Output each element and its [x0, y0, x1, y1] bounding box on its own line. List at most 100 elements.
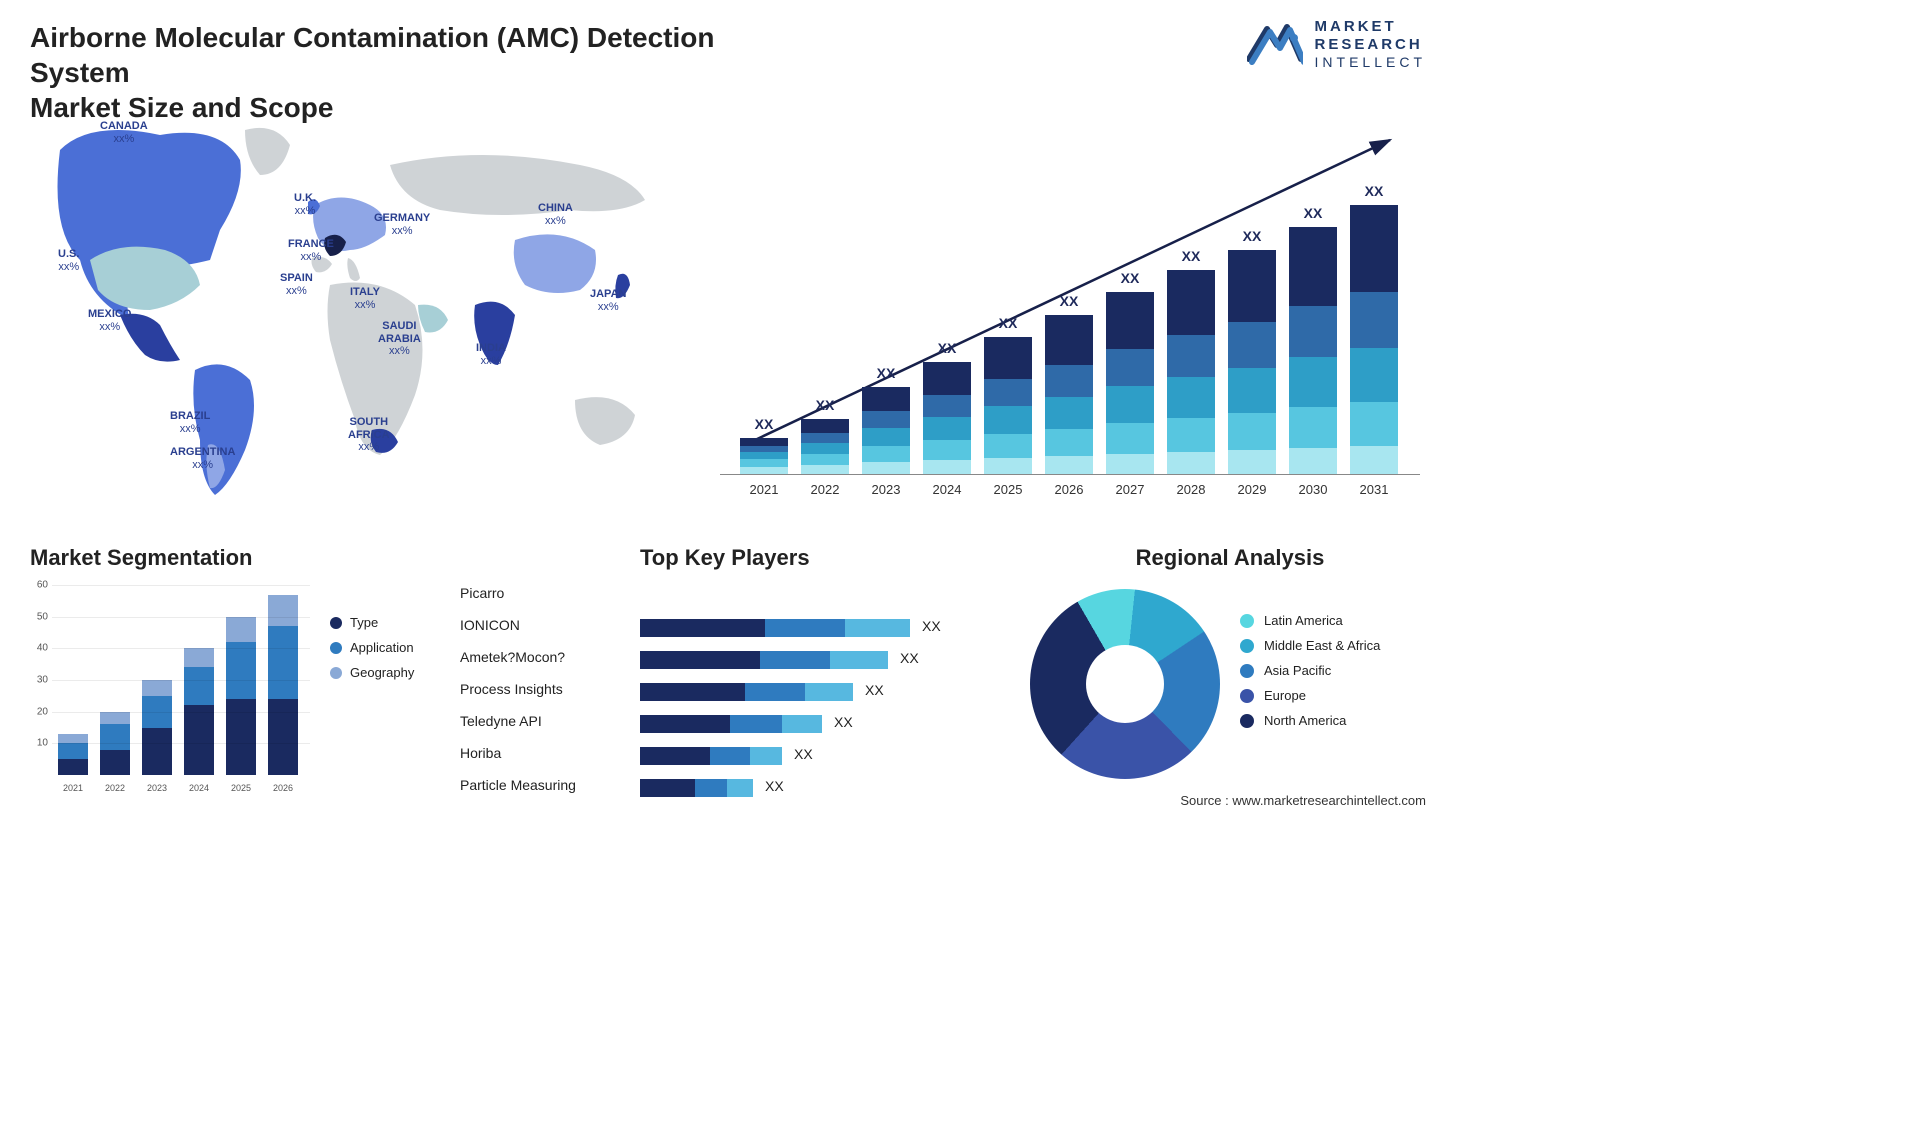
region-legend-label: Latin America — [1264, 613, 1343, 628]
bar-segment — [923, 417, 971, 440]
map-label: MEXICOxx% — [88, 308, 131, 333]
seg-bar-segment — [142, 680, 172, 696]
bar-segment — [1228, 368, 1276, 413]
x-axis-tick: 2029 — [1228, 482, 1276, 497]
main-bar: XX — [1228, 250, 1276, 475]
bar-top-label: XX — [984, 315, 1032, 331]
gridline — [52, 743, 310, 744]
bar-segment — [862, 446, 910, 462]
seg-x-tick: 2023 — [142, 783, 172, 793]
main-bar: XX — [740, 438, 788, 475]
main-bar: XX — [984, 337, 1032, 475]
bar-segment — [1228, 250, 1276, 322]
y-axis-tick: 30 — [30, 675, 48, 686]
region-legend-item: Middle East & Africa — [1240, 638, 1380, 653]
bar-segment — [1350, 348, 1398, 402]
logo-line-3: INTELLECT — [1315, 54, 1426, 71]
map-label: U.K.xx% — [294, 192, 316, 217]
bar-segment — [1106, 292, 1154, 349]
bar-segment — [923, 395, 971, 417]
region-legend-item: Asia Pacific — [1240, 663, 1380, 678]
player-bar-segment — [730, 715, 782, 733]
bar-segment — [1106, 349, 1154, 386]
bar-segment — [862, 387, 910, 411]
seg-bar-segment — [268, 699, 298, 775]
bar-segment — [1167, 270, 1215, 335]
bar-segment — [984, 337, 1032, 379]
bar-segment — [740, 459, 788, 467]
bar-segment — [1228, 322, 1276, 368]
source-attribution: Source : www.marketresearchintellect.com — [1180, 793, 1426, 808]
bar-top-label: XX — [1228, 228, 1276, 244]
seg-x-tick: 2024 — [184, 783, 214, 793]
logo-swoosh-icon — [1247, 21, 1303, 67]
main-bar: XX — [923, 362, 971, 475]
players-panel: Top Key Players PicarroIONICONXXAmetek?M… — [460, 545, 1000, 800]
player-name: Process Insights — [460, 681, 620, 697]
x-axis-tick: 2024 — [923, 482, 971, 497]
bar-top-label: XX — [801, 397, 849, 413]
bar-segment — [1045, 315, 1093, 365]
legend-swatch — [330, 617, 342, 629]
x-axis-tick: 2030 — [1289, 482, 1337, 497]
regional-panel: Regional Analysis Latin America Middle Ea… — [1020, 545, 1440, 800]
segmentation-title: Market Segmentation — [30, 545, 450, 571]
seg-bar — [268, 595, 298, 775]
player-bar-segment — [640, 747, 710, 765]
logo-line-1: MARKET — [1315, 18, 1426, 36]
map-label: SPAINxx% — [280, 272, 313, 297]
map-label: CANADAxx% — [100, 120, 148, 145]
legend-swatch — [330, 667, 342, 679]
map-label: U.S.xx% — [58, 248, 79, 273]
player-bar-segment — [640, 683, 745, 701]
gridline — [52, 680, 310, 681]
bar-segment — [1289, 407, 1337, 448]
regional-title: Regional Analysis — [1020, 545, 1440, 571]
bar-segment — [1167, 418, 1215, 452]
player-bar-segment — [640, 619, 765, 637]
player-bar-segment — [765, 619, 845, 637]
x-axis-line — [720, 474, 1420, 475]
map-label: ITALYxx% — [350, 286, 380, 311]
bar-top-label: XX — [1350, 183, 1398, 199]
players-title: Top Key Players — [640, 545, 1000, 571]
map-label: INDIAxx% — [476, 342, 506, 367]
legend-swatch — [1240, 689, 1254, 703]
bar-segment — [1289, 357, 1337, 407]
bar-segment — [801, 433, 849, 443]
player-bar — [640, 651, 888, 669]
region-legend-item: Europe — [1240, 688, 1380, 703]
bar-segment — [1350, 446, 1398, 475]
map-label: JAPANxx% — [590, 288, 626, 313]
bar-segment — [862, 428, 910, 446]
x-axis-tick: 2021 — [740, 482, 788, 497]
x-axis-tick: 2025 — [984, 482, 1032, 497]
bar-segment — [1289, 306, 1337, 357]
bar-segment — [984, 379, 1032, 406]
player-value: XX — [794, 746, 813, 762]
bar-segment — [1106, 423, 1154, 454]
region-legend-label: Asia Pacific — [1264, 663, 1331, 678]
player-name: Horiba — [460, 745, 620, 761]
player-bar-segment — [745, 683, 805, 701]
seg-x-tick: 2021 — [58, 783, 88, 793]
x-axis-tick: 2031 — [1350, 482, 1398, 497]
map-label: GERMANYxx% — [374, 212, 430, 237]
main-bar: XX — [801, 419, 849, 475]
bar-segment — [740, 438, 788, 446]
player-bar-segment — [710, 747, 750, 765]
brand-logo: MARKET RESEARCH INTELLECT — [1247, 18, 1426, 71]
seg-legend-item: Geography — [330, 665, 414, 680]
player-bar-segment — [782, 715, 822, 733]
legend-swatch — [1240, 614, 1254, 628]
seg-bar-segment — [100, 724, 130, 749]
bar-segment — [923, 362, 971, 395]
regional-donut — [1030, 589, 1220, 779]
bar-segment — [1350, 292, 1398, 348]
seg-bar-segment — [226, 617, 256, 642]
player-bar — [640, 779, 753, 797]
gridline — [52, 617, 310, 618]
seg-bar-segment — [58, 734, 88, 744]
seg-legend-item: Type — [330, 615, 414, 630]
bar-segment — [984, 458, 1032, 475]
